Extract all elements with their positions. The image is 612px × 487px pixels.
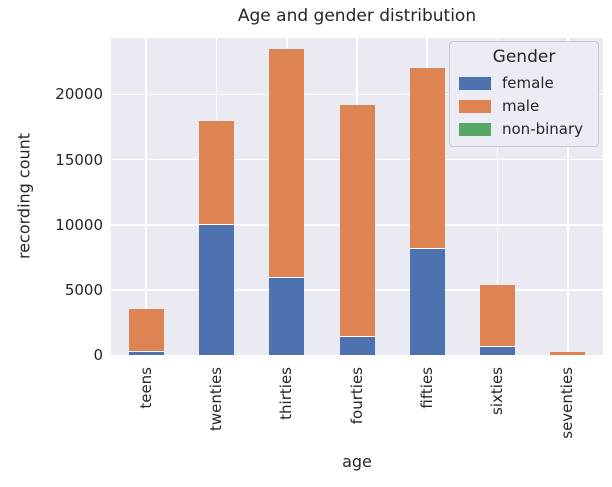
y-tick-label-15000: 15000 (55, 150, 103, 169)
bar-segment-female-fourties (339, 336, 375, 355)
bar-segment-male-twenties (198, 120, 234, 225)
legend-label-female: female (502, 74, 554, 92)
bar-segment-male-sixties (480, 284, 516, 348)
legend-item-non-binary: non-binary (459, 121, 589, 137)
x-tick-label-seventies: seventies (558, 367, 577, 439)
bar-segment-female-twenties (198, 224, 234, 355)
legend-swatch-female (459, 76, 491, 90)
bar-segment-female-fifties (409, 249, 445, 355)
x-tick-label-twenties: twenties (206, 367, 225, 431)
x-tick-label-teens: teens (136, 367, 155, 409)
chart-title: Age and gender distribution (237, 6, 477, 26)
x-tick-label-sixties: sixties (488, 367, 507, 415)
bar-segment-male-seventies (550, 352, 586, 355)
bar-segment-male-teens (128, 309, 164, 352)
legend: Gender female male non-binary (449, 41, 599, 147)
legend-swatch-non-binary (459, 122, 491, 136)
legend-label-non-binary: non-binary (502, 120, 584, 138)
y-tick-label-20000: 20000 (55, 85, 103, 104)
bar-sixties (480, 284, 516, 355)
bar-segment-female-sixties (480, 347, 516, 355)
bar-thirties (269, 48, 305, 355)
bar-seventies (550, 352, 586, 355)
legend-item-male: male (459, 98, 589, 114)
y-tick-label-5000: 5000 (64, 280, 103, 299)
bar-teens (128, 309, 164, 355)
legend-items: female male non-binary (459, 75, 589, 137)
bar-fourties (339, 104, 375, 355)
gridline-x-sixties (496, 38, 499, 355)
gridline-x-seventies (567, 38, 569, 355)
legend-title: Gender (492, 47, 556, 67)
bar-segment-female-thirties (269, 278, 305, 355)
y-tick-label-0: 0 (93, 346, 103, 364)
bar-segment-male-fifties (409, 68, 445, 250)
gridline-x-teens (145, 38, 147, 355)
bar-segment-female-teens (128, 351, 164, 355)
bar-fifties (409, 68, 445, 355)
x-axis-label: age (342, 452, 372, 471)
plot-area: Gender female male non-binary (111, 38, 603, 355)
x-tick-label-fourties: fourties (347, 367, 366, 425)
x-tick-label-fifties: fifties (417, 367, 436, 409)
x-tick-label-thirties: thirties (277, 367, 296, 420)
legend-label-male: male (502, 97, 540, 115)
bar-segment-male-thirties (269, 48, 305, 279)
y-tick-label-10000: 10000 (55, 215, 103, 234)
legend-item-female: female (459, 75, 589, 91)
legend-swatch-male (459, 99, 491, 113)
bar-segment-male-fourties (339, 104, 375, 337)
bar-twenties (198, 120, 234, 355)
